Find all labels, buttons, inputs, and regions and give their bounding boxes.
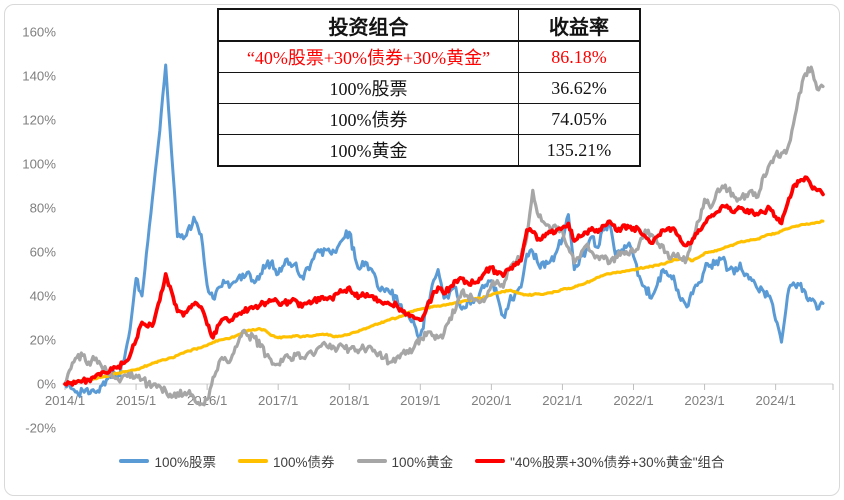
svg-text:160%: 160%: [22, 25, 56, 40]
svg-text:2017/1: 2017/1: [258, 393, 298, 408]
svg-text:2023/1: 2023/1: [684, 393, 724, 408]
portfolio-name: 100%股票: [217, 72, 519, 104]
svg-text:2021/1: 2021/1: [542, 393, 582, 408]
portfolio-name: “40%股票+30%债券+30%黄金”: [217, 40, 519, 73]
svg-text:-20%: -20%: [25, 421, 56, 436]
portfolio-name: 100%债券: [217, 103, 519, 135]
svg-text:0%: 0%: [37, 377, 56, 392]
returns-table-header-portfolio: 投资组合: [217, 8, 519, 42]
portfolio-return: 74.05%: [518, 103, 641, 135]
svg-text:2022/1: 2022/1: [613, 393, 653, 408]
svg-text:2024/1: 2024/1: [755, 393, 795, 408]
svg-text:120%: 120%: [22, 113, 56, 128]
svg-text:80%: 80%: [30, 201, 57, 216]
svg-text:2018/1: 2018/1: [329, 393, 369, 408]
chart-legend: 100%股票 100%债券 100%黄金 "40%股票+30%债券+30%黄金"…: [0, 447, 844, 475]
svg-text:140%: 140%: [22, 69, 56, 84]
legend-item-bonds: 100%债券: [238, 451, 335, 471]
svg-text:100%: 100%: [22, 157, 56, 172]
stocks-line-swatch-icon: [119, 458, 150, 464]
portfolio-return: 86.18%: [518, 40, 641, 73]
legend-item-combo: "40%股票+30%债券+30%黄金"组合: [475, 451, 725, 471]
table-row-stocks: 100%股票 36.62%: [217, 72, 641, 104]
table-row-bonds: 100%债券 74.05%: [217, 103, 641, 135]
legend-item-gold: 100%黄金: [356, 451, 454, 471]
bonds-line-swatch-icon: [238, 458, 269, 464]
combo-line-swatch-icon: [475, 458, 506, 464]
svg-text:40%: 40%: [30, 289, 57, 304]
legend-label: "40%股票+30%债券+30%黄金"组合: [510, 455, 725, 470]
portfolio-name: 100%黄金: [217, 134, 519, 167]
svg-text:2014/1: 2014/1: [45, 393, 85, 408]
table-row-combo: “40%股票+30%债券+30%黄金” 86.18%: [217, 40, 641, 73]
svg-text:2020/1: 2020/1: [471, 393, 511, 408]
table-row-gold: 100%黄金 135.21%: [217, 134, 641, 167]
portfolio-return: 135.21%: [518, 134, 641, 167]
returns-table-header-return: 收益率: [518, 8, 641, 42]
legend-label: 100%股票: [154, 455, 217, 470]
gold-line-swatch-icon: [356, 458, 387, 464]
returns-table-header-row: 投资组合 收益率: [217, 8, 641, 42]
portfolio-return: 36.62%: [518, 72, 641, 104]
svg-text:2019/1: 2019/1: [400, 393, 440, 408]
svg-text:60%: 60%: [30, 245, 57, 260]
legend-item-stocks: 100%股票: [119, 451, 216, 471]
legend-label: 100%债券: [273, 455, 335, 470]
returns-table: 投资组合 收益率 “40%股票+30%债券+30%黄金” 86.18% 100%…: [217, 8, 641, 167]
legend-label: 100%黄金: [391, 455, 454, 470]
svg-text:20%: 20%: [30, 333, 57, 348]
svg-text:2015/1: 2015/1: [116, 393, 156, 408]
